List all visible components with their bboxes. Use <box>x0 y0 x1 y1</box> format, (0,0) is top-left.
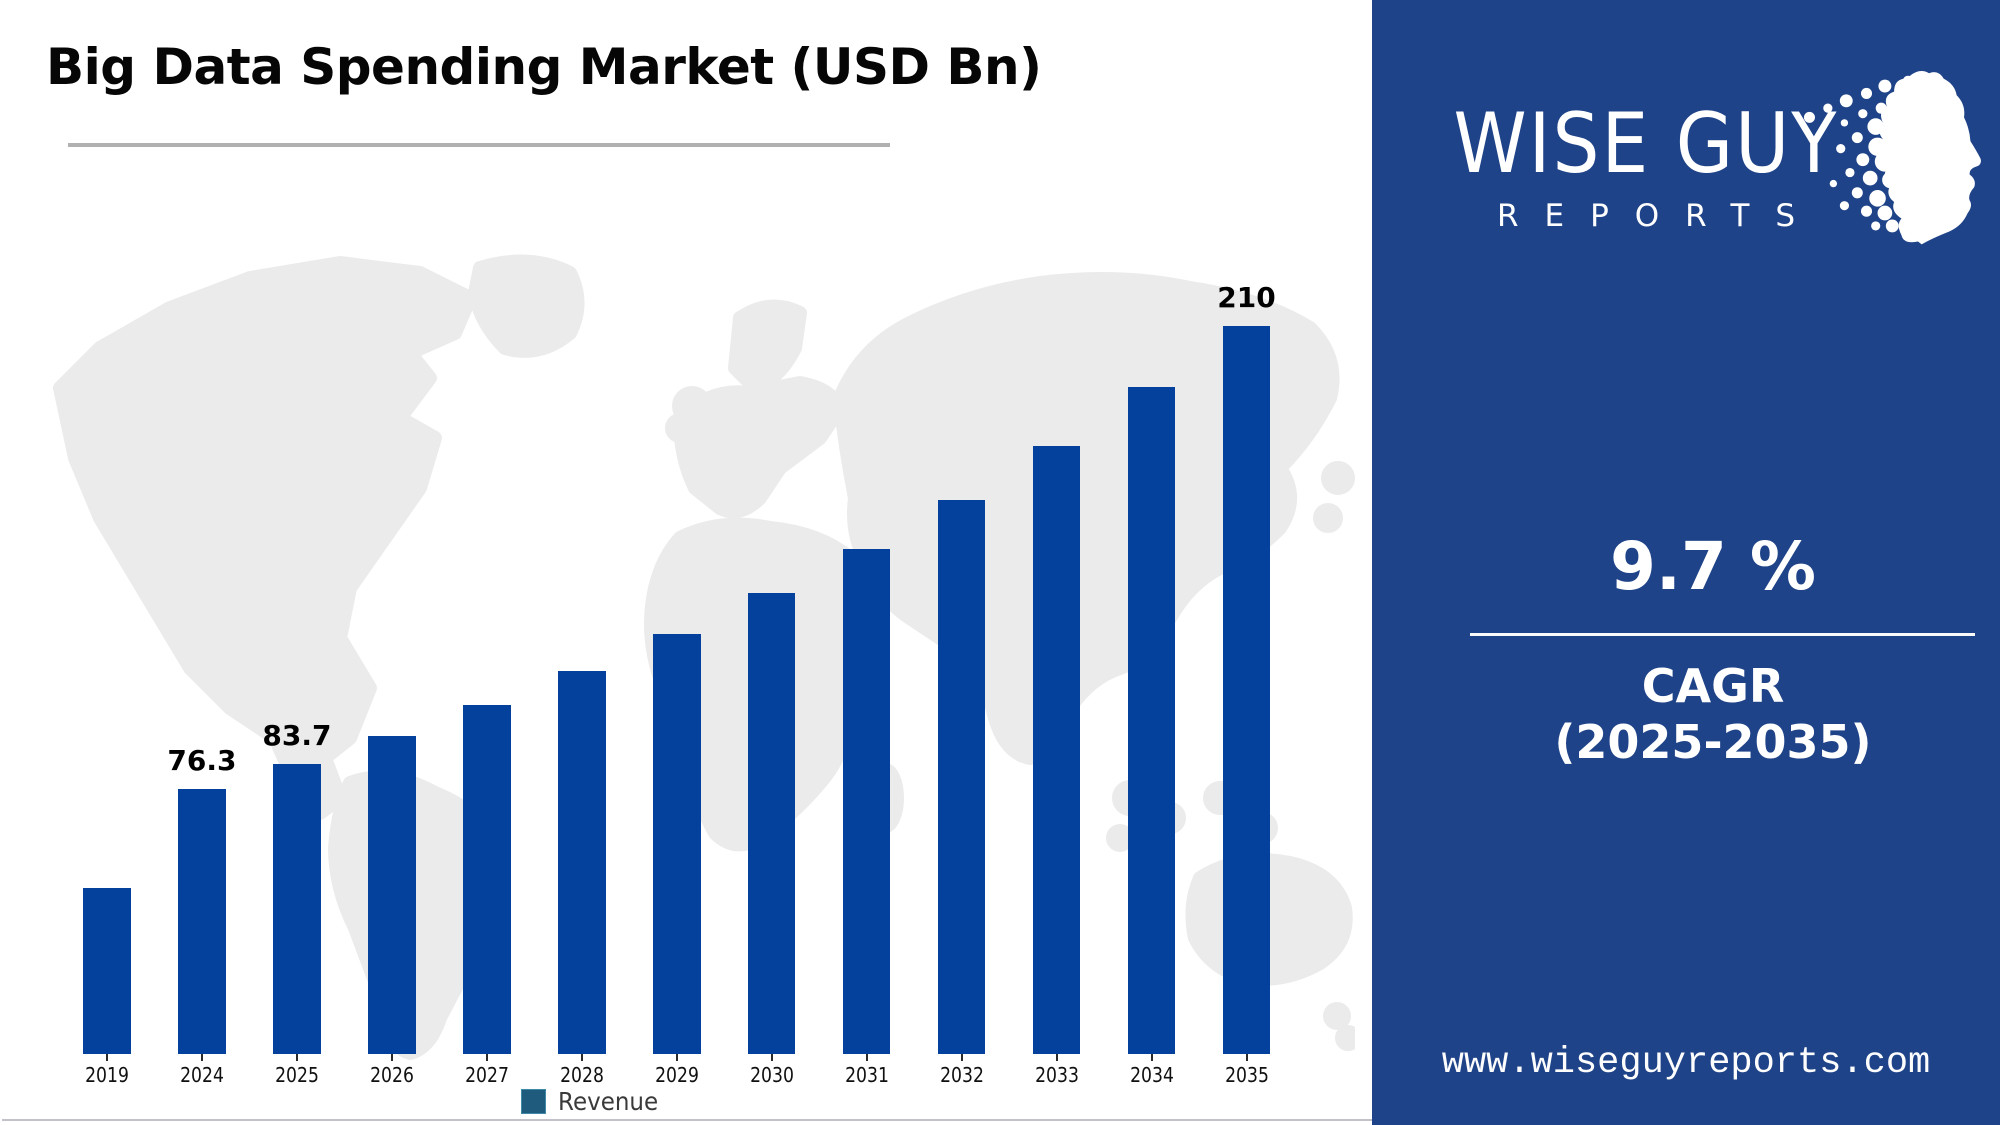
bar-2027 <box>463 705 511 1054</box>
cagr-value: 9.7 % <box>1609 528 1817 605</box>
bar-value-label-2024: 76.3 <box>167 744 237 777</box>
axis-tick-2029 <box>675 1054 678 1061</box>
cagr-caption: CAGR (2025-2035) <box>1399 658 2000 770</box>
bar-2032 <box>937 500 986 1054</box>
bar-2019 <box>83 888 131 1054</box>
chart-panel: Big Data Spending Market (USD Bn) <box>2 38 1372 1121</box>
axis-tick-2034 <box>1150 1054 1153 1061</box>
bar-value-label-2035: 210 <box>1217 281 1276 314</box>
logo: WISE GUY REPORTS <box>1442 96 1850 234</box>
bar-2033 <box>1032 446 1081 1054</box>
bottom-divider <box>2 1119 1372 1121</box>
bar-2026 <box>368 736 416 1054</box>
logo-subtitle: REPORTS <box>1496 198 1822 234</box>
axis-tick-2033 <box>1055 1054 1058 1061</box>
x-axis-label-2032: 2032 <box>939 1063 984 1087</box>
axis-tick-2026 <box>390 1054 393 1061</box>
bar-2034 <box>1127 387 1176 1054</box>
x-axis-label-2026: 2026 <box>369 1063 414 1087</box>
logo-wordmark: WISE GUY <box>1453 96 1839 193</box>
bar-plot: 2019 2024 76.3 2025 83.7 2026 2027 2028 2029 2030… <box>83 281 1276 1087</box>
bar-2025 <box>273 764 321 1054</box>
logo-head-icon <box>1803 70 1981 245</box>
x-axis-label-2030: 2030 <box>749 1063 794 1087</box>
axis-tick-2035 <box>1245 1054 1248 1061</box>
x-axis-label-2029: 2029 <box>654 1063 699 1087</box>
x-axis-label-2027: 2027 <box>464 1063 509 1087</box>
axis-tick-2028 <box>580 1054 583 1061</box>
axis-tick-2031 <box>865 1054 868 1061</box>
sidebar: WISE GUY REPORTS 9.7 % CAGR ( <box>1372 0 2000 1125</box>
bar-2029 <box>653 634 701 1054</box>
title-divider <box>68 143 890 147</box>
website-url: www.wiseguyreports.com <box>1441 1042 1931 1084</box>
bar-value-label-2025: 83.7 <box>262 719 332 752</box>
bar-2031 <box>842 549 891 1054</box>
axis-tick-2032 <box>960 1054 963 1061</box>
cagr-range: (2025-2035) <box>1554 715 1872 770</box>
x-axis-label-2024: 2024 <box>180 1063 224 1087</box>
x-axis-label-2035: 2035 <box>1224 1063 1269 1087</box>
axis-tick-2024 <box>200 1054 203 1061</box>
legend-swatch-revenue <box>521 1089 546 1114</box>
chart-title: Big Data Spending Market (USD Bn) <box>46 38 1042 96</box>
bar-2030 <box>747 593 796 1054</box>
x-axis-label-2019: 2019 <box>85 1063 129 1087</box>
legend: Revenue <box>521 1087 667 1116</box>
bar-2035 <box>1222 326 1271 1054</box>
bar-2024 <box>178 789 226 1054</box>
bar-2028 <box>558 671 606 1054</box>
x-axis-label-2025: 2025 <box>274 1063 319 1087</box>
x-axis-label-2034: 2034 <box>1129 1063 1174 1087</box>
axis-tick-2025 <box>295 1054 298 1061</box>
x-axis-label-2028: 2028 <box>559 1063 604 1087</box>
axis-tick-2030 <box>770 1054 773 1061</box>
axis-tick-2027 <box>485 1054 488 1061</box>
x-axis-label-2033: 2033 <box>1034 1063 1079 1087</box>
sidebar-divider <box>1470 633 1975 636</box>
x-axis-label-2031: 2031 <box>844 1063 889 1087</box>
axis-tick-2019 <box>106 1054 108 1061</box>
cagr-label: CAGR <box>1641 659 1785 713</box>
legend-label: Revenue <box>558 1087 659 1116</box>
